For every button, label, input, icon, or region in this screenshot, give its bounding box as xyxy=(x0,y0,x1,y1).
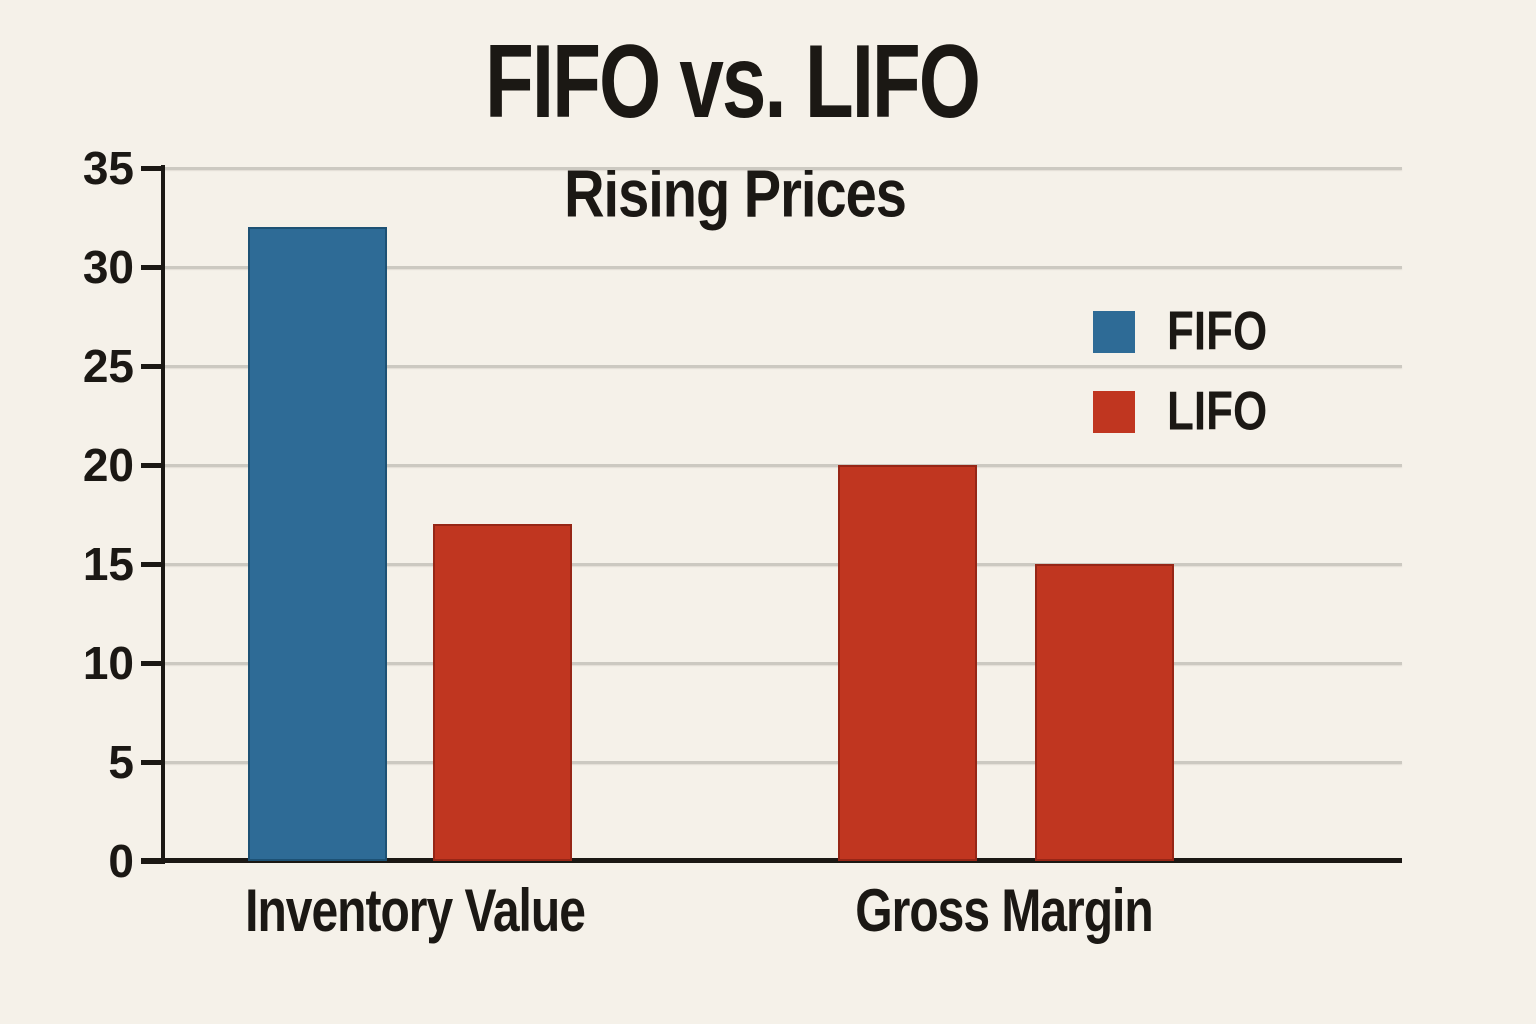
lifo-color-swatch xyxy=(1093,390,1135,433)
gridline-10 xyxy=(163,662,1402,665)
y-tick-label-10: 10 xyxy=(82,637,134,689)
y-tick-mark-5 xyxy=(141,760,165,765)
legend-item-lifo: LIFO xyxy=(1093,383,1267,438)
gridline-25 xyxy=(163,365,1402,368)
y-tick-label-35: 35 xyxy=(82,142,134,194)
x-axis xyxy=(141,858,1402,863)
y-tick-label-5: 5 xyxy=(108,736,134,788)
legend-label-lifo: LIFO xyxy=(1167,380,1268,442)
y-tick-label-25: 25 xyxy=(82,340,134,392)
gridline-30 xyxy=(163,266,1402,269)
legend-label-fifo: FIFO xyxy=(1167,300,1268,362)
y-tick-mark-10 xyxy=(141,661,165,666)
bar-lifo-gross-margin xyxy=(1035,564,1174,861)
gridline-5 xyxy=(163,761,1402,764)
bar-lifo-inventory-value xyxy=(433,524,572,861)
legend: FIFO LIFO xyxy=(1093,303,1267,470)
y-tick-label-20: 20 xyxy=(82,439,134,491)
y-tick-mark-15 xyxy=(141,562,165,567)
legend-item-fifo: FIFO xyxy=(1093,303,1267,358)
y-tick-mark-20 xyxy=(141,463,165,468)
gridline-20 xyxy=(163,464,1402,467)
y-tick-mark-30 xyxy=(141,265,165,270)
x-category-label-gross-margin: Gross Margin xyxy=(855,878,1153,945)
fifo-color-swatch xyxy=(1093,310,1135,353)
y-tick-label-0: 0 xyxy=(108,835,134,887)
gridline-15 xyxy=(163,563,1402,566)
y-axis xyxy=(161,165,165,862)
y-tick-label-15: 15 xyxy=(82,538,134,590)
bar-fifo-inventory-value xyxy=(248,227,387,861)
y-tick-label-30: 30 xyxy=(82,241,134,293)
bar-fifo-gross-margin xyxy=(838,465,977,861)
y-tick-mark-35 xyxy=(141,166,165,171)
y-tick-mark-25 xyxy=(141,364,165,369)
x-category-label-inventory-value: Inventory Value xyxy=(245,878,586,945)
chart-subtitle: Rising Prices xyxy=(564,155,907,231)
chart-title: FIFO vs. LIFO xyxy=(484,23,981,140)
gridline-35 xyxy=(163,167,1402,170)
